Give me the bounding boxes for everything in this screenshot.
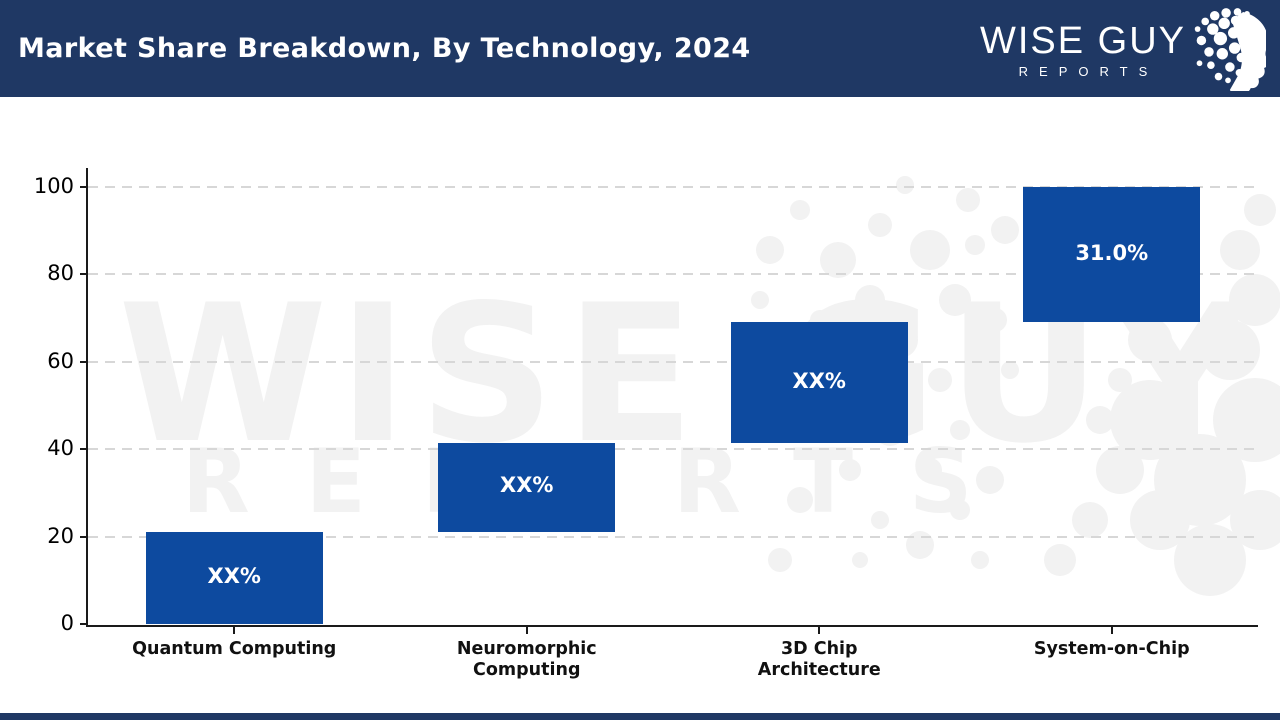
y-tick-label-80: 80 bbox=[47, 261, 74, 286]
logo-wordmark: WISE GUY REPORTS bbox=[980, 20, 1186, 79]
y-tick-mark-80 bbox=[80, 273, 88, 276]
y-tick-label-20: 20 bbox=[47, 523, 74, 548]
y-tick-mark-100 bbox=[80, 186, 88, 188]
y-tick-mark-20 bbox=[80, 535, 88, 538]
x-tick-mark-3d-chip-architecture bbox=[818, 627, 821, 634]
logo-face-icon bbox=[1194, 8, 1266, 91]
bar-system-on-chip bbox=[1023, 187, 1201, 323]
category-label-line: Computing bbox=[473, 660, 581, 680]
category-label-line: Architecture bbox=[757, 660, 881, 680]
footer-bar bbox=[0, 713, 1280, 720]
category-label-3d-chip-architecture: 3D Chip Architecture bbox=[689, 639, 949, 681]
category-label-neuromorphic-computing: Neuromorphic Computing bbox=[397, 639, 657, 681]
gridline-y-80 bbox=[88, 273, 1258, 276]
x-axis-spine bbox=[86, 625, 1258, 627]
y-axis-spine bbox=[86, 168, 88, 627]
y-tick-label-40: 40 bbox=[47, 436, 74, 461]
bar-value-label: XX% bbox=[207, 564, 261, 589]
y-tick-label-60: 60 bbox=[47, 348, 74, 373]
category-label-line: Neuromorphic bbox=[456, 639, 597, 659]
category-label-quantum-computing: Quantum Computing bbox=[104, 639, 364, 660]
gridline-y-100 bbox=[88, 186, 1258, 188]
y-tick-label-100: 100 bbox=[33, 174, 74, 198]
gridline-y-40 bbox=[88, 448, 1258, 451]
header-bar: Market Share Breakdown, By Technology, 2… bbox=[0, 0, 1280, 97]
wise-guy-logo: WISE GUY REPORTS bbox=[980, 6, 1266, 92]
logo-line1: WISE GUY bbox=[979, 19, 1186, 62]
page-title: Market Share Breakdown, By Technology, 2… bbox=[18, 33, 751, 64]
x-tick-mark-quantum-computing bbox=[233, 627, 236, 634]
bar-value-label: XX% bbox=[500, 473, 554, 498]
logo-line2: REPORTS bbox=[1018, 63, 1159, 79]
y-tick-mark-60 bbox=[80, 360, 88, 363]
x-tick-mark-neuromorphic-computing bbox=[525, 627, 528, 634]
y-tick-mark-40 bbox=[80, 448, 88, 451]
bar-value-label: 31.0% bbox=[1075, 240, 1149, 265]
category-label-line: System-on-Chip bbox=[1033, 639, 1190, 659]
bar-3d-chip-architecture bbox=[730, 322, 908, 443]
gridline-y-60 bbox=[88, 360, 1258, 363]
gridline-y-20 bbox=[88, 535, 1258, 538]
bar-value-label: XX% bbox=[792, 368, 846, 393]
category-label-system-on-chip: System-on-Chip bbox=[982, 639, 1242, 660]
bar-quantum-computing bbox=[145, 532, 323, 624]
category-label-line: Quantum Computing bbox=[132, 639, 337, 659]
y-tick-label-0: 0 bbox=[60, 611, 74, 635]
bar-neuromorphic-computing bbox=[438, 442, 616, 533]
category-label-line: 3D Chip bbox=[780, 639, 858, 659]
x-tick-mark-system-on-chip bbox=[1110, 627, 1113, 634]
y-tick-mark-0 bbox=[80, 623, 88, 625]
